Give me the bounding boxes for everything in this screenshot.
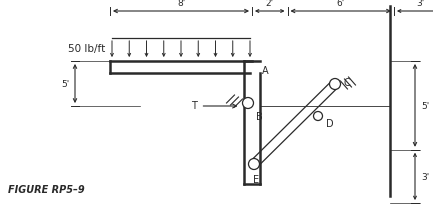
Text: 3': 3' bbox=[417, 0, 425, 8]
Text: B: B bbox=[256, 111, 263, 121]
Text: FIGURE RP5–9: FIGURE RP5–9 bbox=[8, 184, 84, 194]
Text: 8': 8' bbox=[177, 0, 185, 8]
Text: A: A bbox=[262, 66, 268, 76]
Text: 50 lb/ft: 50 lb/ft bbox=[68, 44, 105, 54]
Circle shape bbox=[249, 159, 259, 170]
Circle shape bbox=[330, 79, 340, 90]
Text: T: T bbox=[191, 101, 197, 110]
Text: E: E bbox=[253, 174, 259, 184]
Text: D: D bbox=[326, 118, 333, 128]
Text: 5': 5' bbox=[421, 101, 429, 110]
Text: 2': 2' bbox=[266, 0, 274, 8]
Circle shape bbox=[313, 112, 323, 121]
Circle shape bbox=[242, 98, 253, 109]
Text: 5': 5' bbox=[62, 80, 70, 89]
Text: C: C bbox=[343, 78, 350, 88]
Text: 3': 3' bbox=[421, 172, 429, 181]
Text: 6': 6' bbox=[336, 0, 345, 8]
